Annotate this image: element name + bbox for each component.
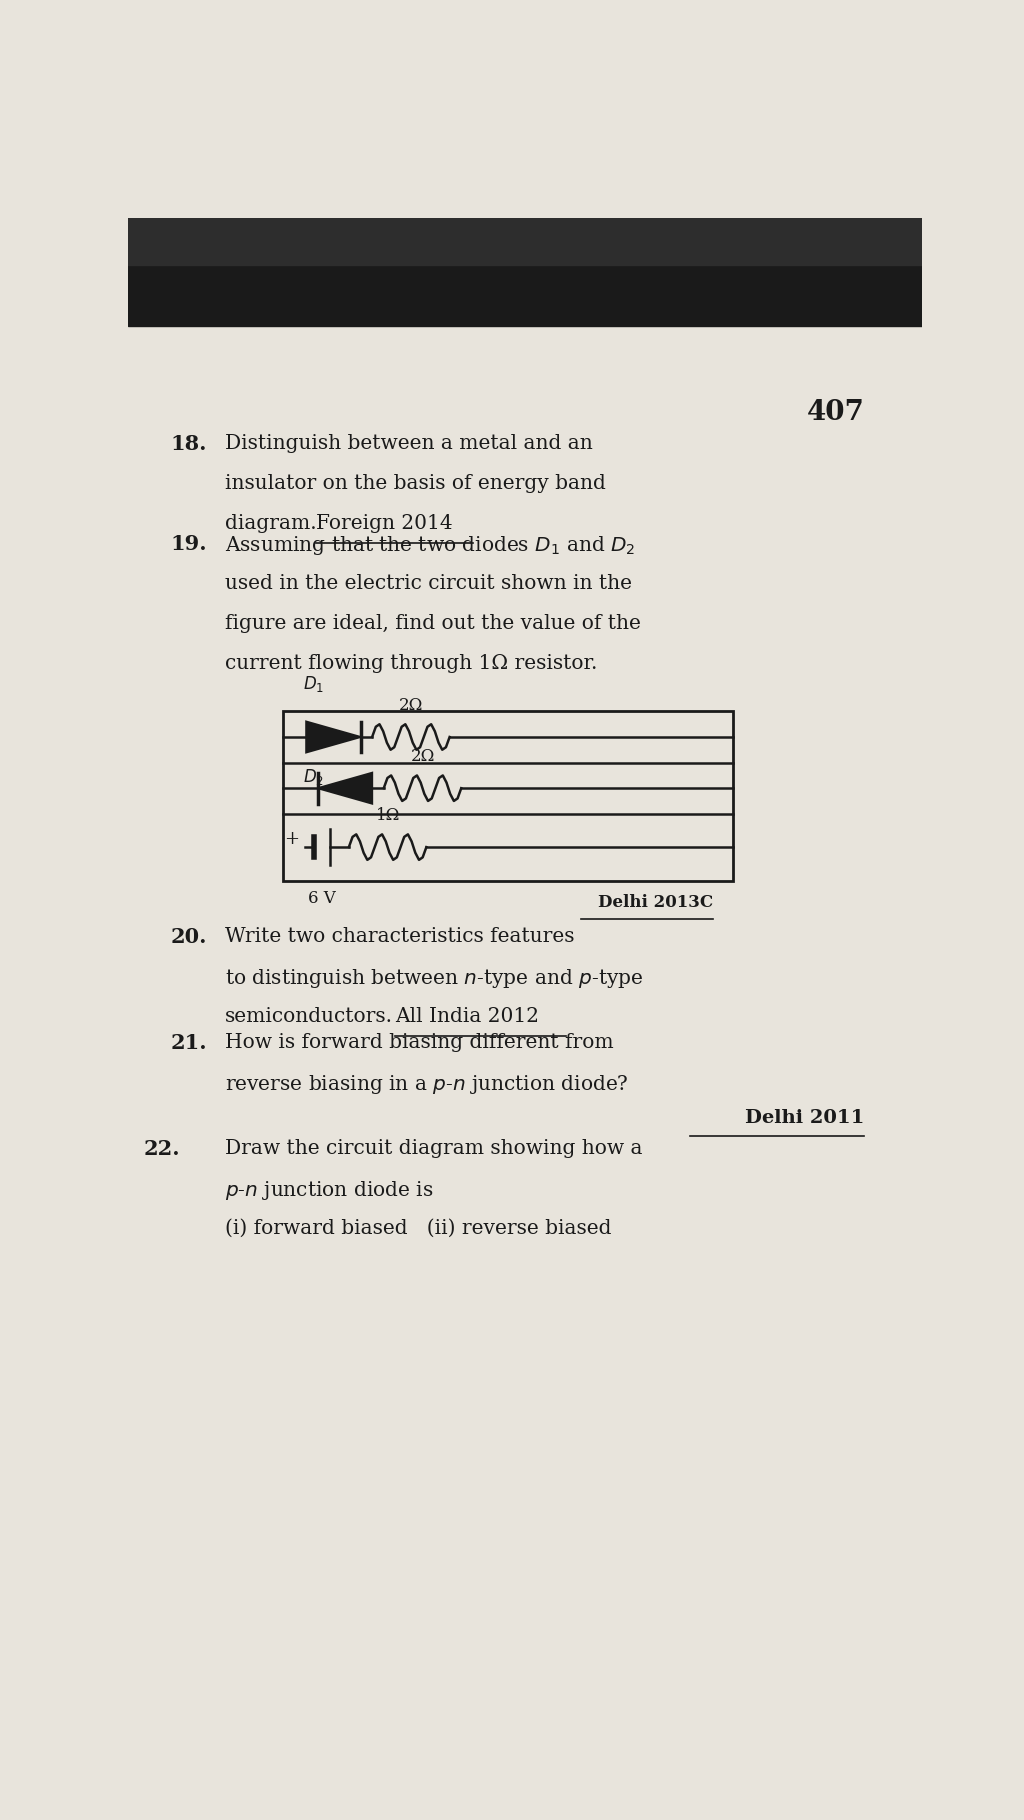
Text: used in the electric circuit shown in the: used in the electric circuit shown in th… xyxy=(225,573,632,593)
Text: reverse biasing in a $p$-$n$ junction diode?: reverse biasing in a $p$-$n$ junction di… xyxy=(225,1074,629,1096)
Text: Write two characteristics features: Write two characteristics features xyxy=(225,926,574,946)
Text: Draw the circuit diagram showing how a: Draw the circuit diagram showing how a xyxy=(225,1139,642,1158)
Text: 6 V: 6 V xyxy=(308,890,336,906)
Text: 407: 407 xyxy=(806,399,864,426)
Text: Distinguish between a metal and an: Distinguish between a metal and an xyxy=(225,433,593,453)
Text: $D_1$: $D_1$ xyxy=(303,673,325,693)
Text: Foreign 2014: Foreign 2014 xyxy=(315,513,453,533)
Text: How is forward biasing different from: How is forward biasing different from xyxy=(225,1034,613,1052)
Text: Delhi 2011: Delhi 2011 xyxy=(744,1110,864,1127)
Text: 21.: 21. xyxy=(171,1034,207,1054)
Polygon shape xyxy=(306,721,360,752)
Text: Assuming that the two diodes $D_1$ and $D_2$: Assuming that the two diodes $D_1$ and $… xyxy=(225,533,635,557)
Text: All India 2012: All India 2012 xyxy=(395,1006,540,1026)
Text: Delhi 2013C: Delhi 2013C xyxy=(598,894,713,912)
Text: diagram.: diagram. xyxy=(225,513,316,533)
Text: semiconductors.: semiconductors. xyxy=(225,1006,393,1026)
Bar xyxy=(128,218,922,326)
Text: 19.: 19. xyxy=(171,533,207,553)
Text: +: + xyxy=(285,830,300,848)
Text: 20.: 20. xyxy=(171,926,207,946)
Text: $p$-$n$ junction diode is: $p$-$n$ junction diode is xyxy=(225,1179,433,1201)
Text: 18.: 18. xyxy=(171,433,207,453)
Text: 2Ω: 2Ω xyxy=(398,697,423,713)
Text: 1Ω: 1Ω xyxy=(376,806,399,824)
Text: 22.: 22. xyxy=(143,1139,180,1159)
Text: current flowing through 1Ω resistor.: current flowing through 1Ω resistor. xyxy=(225,653,597,673)
Bar xyxy=(283,712,732,881)
Text: (i) forward biased   (ii) reverse biased: (i) forward biased (ii) reverse biased xyxy=(225,1219,611,1238)
Text: insulator on the basis of energy band: insulator on the basis of energy band xyxy=(225,473,606,493)
Text: 2Ω: 2Ω xyxy=(411,748,434,764)
Bar xyxy=(128,218,922,264)
Polygon shape xyxy=(317,774,372,804)
Text: $D_2$: $D_2$ xyxy=(303,768,325,788)
Text: to distinguish between $n$-type and $p$-type: to distinguish between $n$-type and $p$-… xyxy=(225,966,643,990)
Text: figure are ideal, find out the value of the: figure are ideal, find out the value of … xyxy=(225,613,641,633)
